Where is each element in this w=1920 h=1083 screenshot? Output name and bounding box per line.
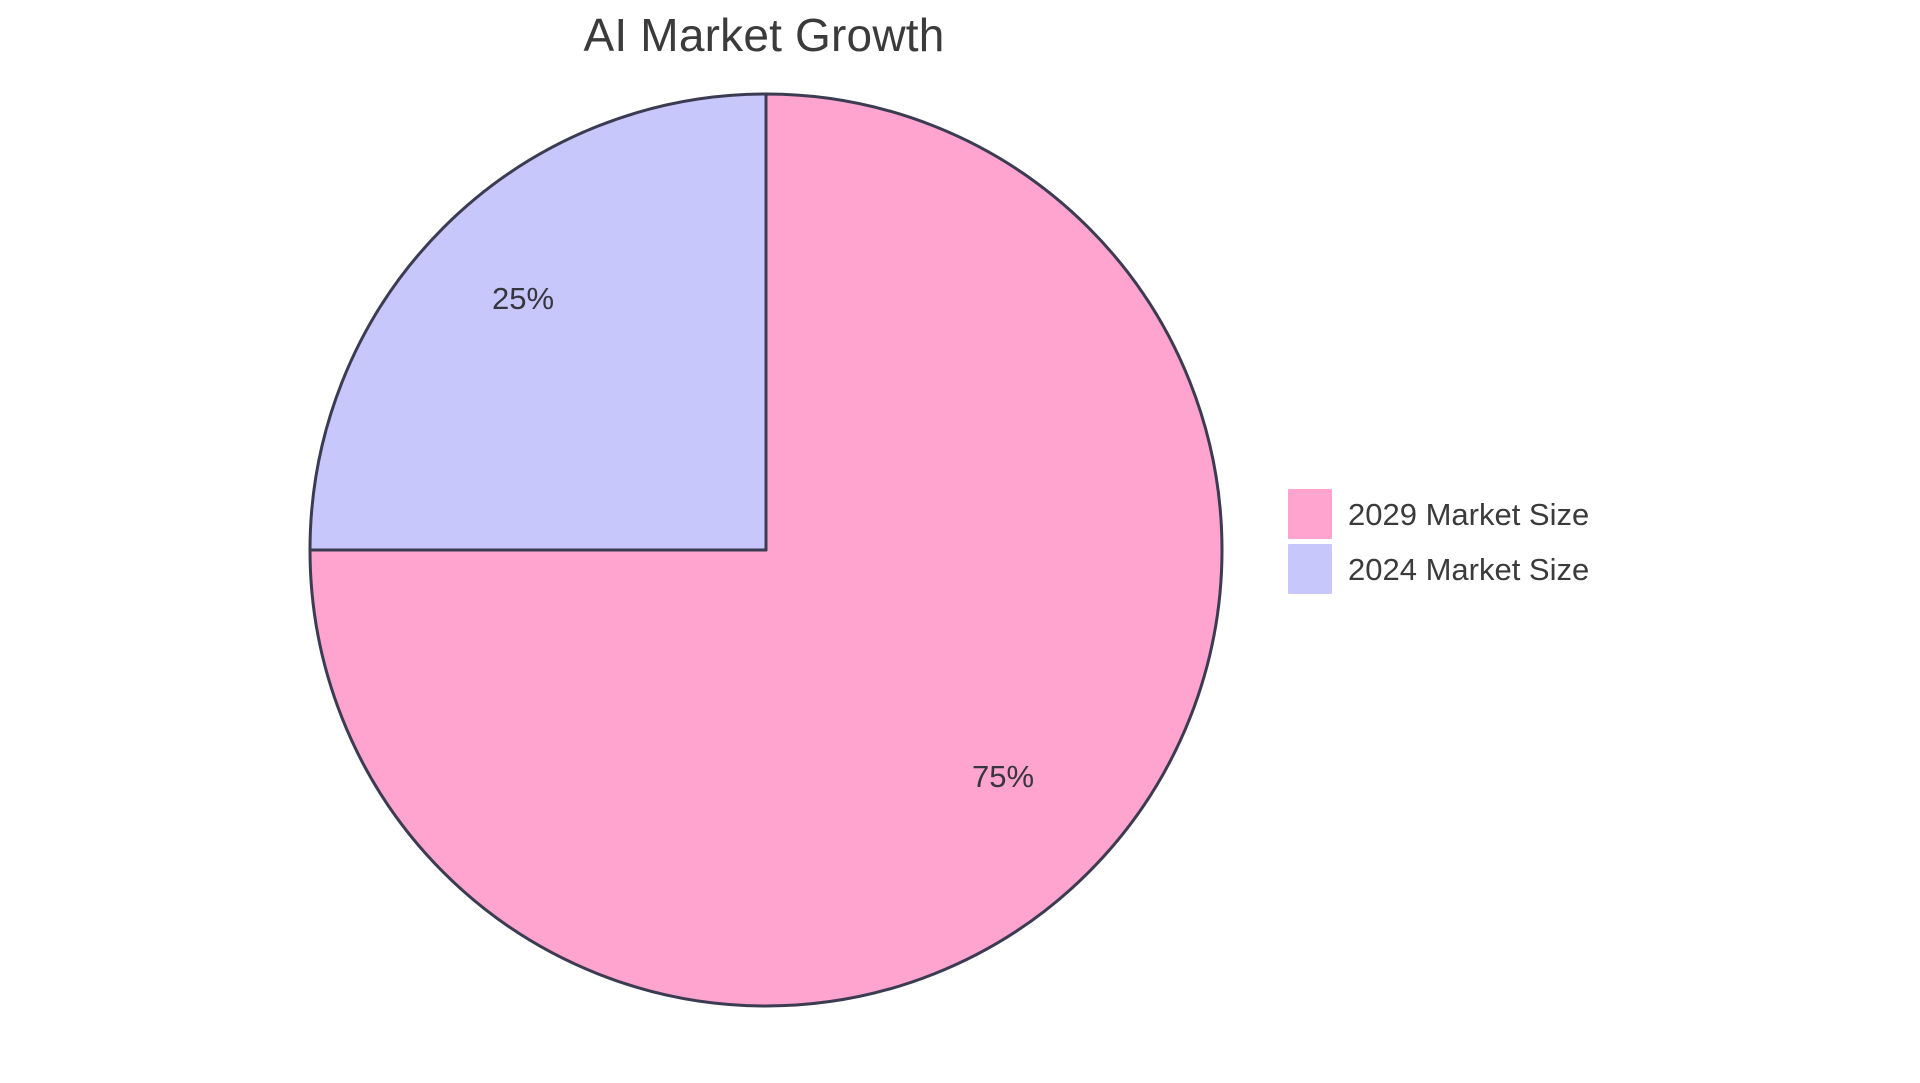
slice-value-label-1: 25%	[491, 281, 555, 316]
pie-slice-1[interactable]	[308, 92, 768, 552]
pie-slice-0[interactable]	[308, 92, 1224, 1008]
legend-color-swatch-icon-1	[1288, 544, 1332, 594]
chart-legend: 2029 Market Size 2024 Market Size	[1288, 489, 1589, 594]
legend-item-label-1: 2024 Market Size	[1348, 551, 1590, 587]
pie-slice-group	[308, 92, 1224, 1008]
slice-value-label-0: 75%	[971, 759, 1035, 794]
legend-item-label-0: 2029 Market Size	[1348, 496, 1590, 532]
legend-item-0[interactable]: 2029 Market Size	[1288, 489, 1589, 539]
pie-plot-area	[298, 82, 1234, 1018]
pie-svg	[308, 92, 1224, 1008]
legend-color-swatch-icon-0	[1288, 489, 1332, 539]
chart-title: AI Market Growth	[583, 9, 945, 61]
legend-item-1[interactable]: 2024 Market Size	[1288, 544, 1589, 594]
